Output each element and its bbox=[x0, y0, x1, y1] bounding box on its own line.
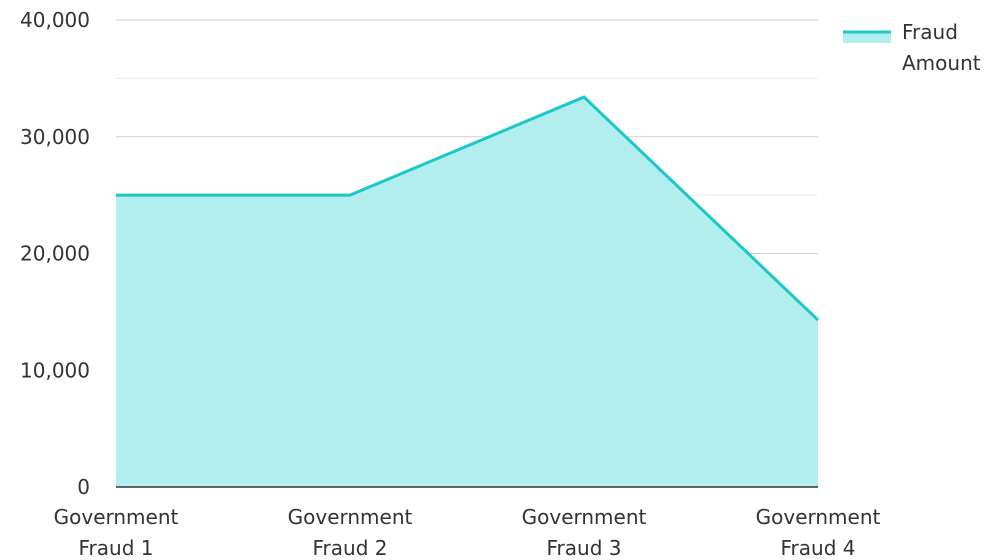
legend-swatch-fill bbox=[843, 31, 891, 43]
x-tick-label: Government Fraud 1 bbox=[54, 505, 179, 560]
x-tick-label-line: Fraud 3 bbox=[547, 536, 622, 560]
y-tick-label: 30,000 bbox=[20, 125, 90, 149]
x-tick-label-line: Fraud 1 bbox=[79, 536, 154, 560]
legend-item: Fraud Amount bbox=[843, 20, 981, 75]
axes: 0 10,000 20,000 30,000 40,000 Government Fraud… bbox=[20, 8, 881, 560]
x-tick-label-line: Fraud 2 bbox=[313, 536, 388, 560]
y-tick-label: 10,000 bbox=[20, 358, 90, 382]
x-tick-label: Government Fraud 2 bbox=[288, 505, 413, 560]
x-tick-label: Government Fraud 3 bbox=[522, 505, 647, 560]
x-tick-label-line: Government bbox=[54, 505, 179, 529]
x-tick-label: Government Fraud 4 bbox=[756, 505, 881, 560]
y-tick-label: 20,000 bbox=[20, 242, 90, 266]
x-tick-label-line: Government bbox=[756, 505, 881, 529]
x-tick-label-line: Government bbox=[288, 505, 413, 529]
y-tick-label: 0 bbox=[77, 475, 90, 499]
x-tick-label-line: Government bbox=[522, 505, 647, 529]
x-tick-label-line: Fraud 4 bbox=[781, 536, 856, 560]
series-line bbox=[116, 95, 820, 322]
legend: Fraud Amount bbox=[843, 20, 981, 75]
legend-label-line: Amount bbox=[902, 51, 981, 75]
legend-label: Fraud Amount bbox=[902, 20, 981, 75]
plot-area bbox=[116, 95, 820, 488]
series-area-fill bbox=[116, 97, 818, 488]
y-tick-label: 40,000 bbox=[20, 8, 90, 32]
legend-label-line: Fraud bbox=[902, 20, 958, 44]
